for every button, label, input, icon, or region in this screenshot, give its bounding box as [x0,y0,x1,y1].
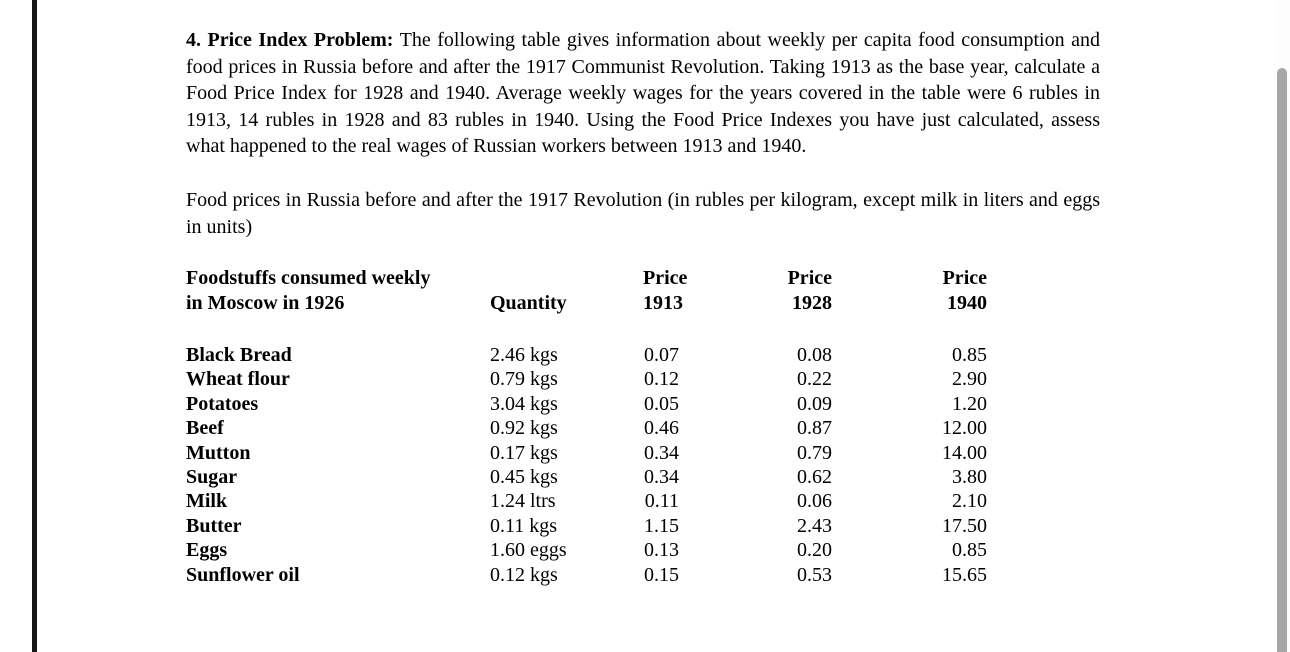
cell-quantity: 0.17 kgs [490,441,558,464]
cell-quantity: 3.04 kgs [490,392,558,415]
cell-price-1940: 1.20 [952,392,987,415]
cell-price-1913: 1.15 [644,514,679,537]
cell-price-1928: 0.08 [797,343,832,366]
header-price-1928-label: Price [787,267,832,290]
cell-price-1913: 0.11 [644,490,679,513]
table-row: Wheat flour 0.79 kgs 0.12 0.22 2.90 [186,367,987,391]
cell-price-1913: 0.12 [644,368,679,391]
vertical-scrollbar[interactable] [1274,0,1290,652]
header-quantity: Quantity [490,291,567,314]
cell-price-1928: 0.53 [797,563,832,586]
header-year-1940: 1940 [947,291,987,314]
header-foodstuffs-line2: in Moscow in 1926 [186,291,345,314]
header-row-1: Foodstuffs consumed weekly Price Price P… [186,266,987,290]
table-row: Sunflower oil 0.12 kgs 0.15 0.53 15.65 [186,563,987,587]
cell-price-1940: 15.65 [942,563,987,586]
table-caption: Food prices in Russia before and after t… [186,188,1100,238]
cell-price-1928: 0.62 [797,466,832,488]
cell-price-1913: 0.34 [644,441,679,464]
cell-price-1928: 0.79 [797,441,832,464]
cell-quantity: 1.24 ltrs [490,490,556,513]
table-row: Beef 0.92 kgs 0.46 0.87 12.00 [186,416,987,440]
cell-food: Potatoes [186,392,259,415]
cell-quantity: 0.92 kgs [490,417,558,440]
document-content: 4. Price Index Problem: The following ta… [186,27,1100,587]
cell-price-1913: 0.13 [644,539,679,562]
cell-price-1928: 0.09 [797,392,832,415]
cell-quantity: 0.79 kgs [490,368,558,391]
cell-price-1928: 0.22 [797,368,832,391]
table-row: Black Bread 2.46 kgs 0.07 0.08 0.85 [186,343,987,367]
cell-food: Beef [186,417,224,440]
cell-price-1940: 14.00 [942,441,987,464]
cell-price-1940: 3.80 [952,466,987,488]
table-row: Eggs 1.60 eggs 0.13 0.20 0.85 [186,538,987,562]
cell-price-1940: 2.10 [952,490,987,513]
cell-food: Wheat flour [186,368,290,391]
problem-body: The following table gives information ab… [186,29,1100,158]
header-row-2: in Moscow in 1926 Quantity 1913 1928 194… [186,291,987,343]
cell-price-1940: 2.90 [952,368,987,391]
cell-price-1928: 0.06 [797,490,832,513]
header-price-1913-label: Price [643,267,688,290]
header-year-1913: 1913 [643,291,683,314]
header-empty [490,266,643,290]
cell-price-1940: 0.85 [952,539,987,562]
cell-price-1928: 2.43 [797,514,832,537]
cell-quantity: 0.45 kgs [490,466,558,488]
header-year-1928: 1928 [792,291,832,314]
cell-quantity: 0.12 kgs [490,563,558,586]
cell-food: Sunflower oil [186,563,300,586]
cell-price-1913: 0.46 [644,417,679,440]
cell-price-1928: 0.87 [797,417,832,440]
cell-food: Eggs [186,539,228,562]
cell-food: Sugar [186,466,238,488]
cell-price-1913: 0.07 [644,343,679,366]
cell-quantity: 0.11 kgs [490,514,558,537]
table-row: Milk 1.24 ltrs 0.11 0.06 2.10 [186,489,987,513]
cell-food: Mutton [186,441,251,464]
cell-quantity: 1.60 eggs [490,539,567,562]
scrollbar-thumb[interactable] [1277,68,1287,652]
table-row: Mutton 0.17 kgs 0.34 0.79 14.00 [186,441,987,465]
table-body: Black Bread 2.46 kgs 0.07 0.08 0.85 Whea… [186,343,987,587]
cell-food: Milk [186,490,228,513]
problem-statement: 4. Price Index Problem: The following ta… [186,27,1100,160]
cell-price-1913: 0.34 [644,466,679,488]
cell-price-1940: 0.85 [952,343,987,366]
cell-quantity: 2.46 kgs [490,343,558,366]
cell-price-1928: 0.20 [797,539,832,562]
table-row: Sugar 0.45 kgs 0.34 0.62 3.80 [186,465,987,489]
header-price-1940-label: Price [942,267,987,290]
cell-price-1913: 0.05 [644,392,679,415]
page-edge-bar [32,0,37,652]
table-header: Foodstuffs consumed weekly Price Price P… [186,266,987,343]
table-row: Butter 0.11 kgs 1.15 2.43 17.50 [186,514,987,538]
cell-food: Butter [186,514,242,537]
cell-price-1940: 17.50 [942,514,987,537]
cell-price-1940: 12.00 [942,417,987,440]
table-row: Potatoes 3.04 kgs 0.05 0.09 1.20 [186,392,987,416]
header-foodstuffs-line1: Foodstuffs consumed weekly [186,267,431,290]
cell-food: Black Bread [186,343,292,366]
problem-heading: 4. Price Index Problem: [186,29,394,51]
food-prices-table: Foodstuffs consumed weekly Price Price P… [186,266,987,587]
cell-price-1913: 0.15 [644,563,679,586]
